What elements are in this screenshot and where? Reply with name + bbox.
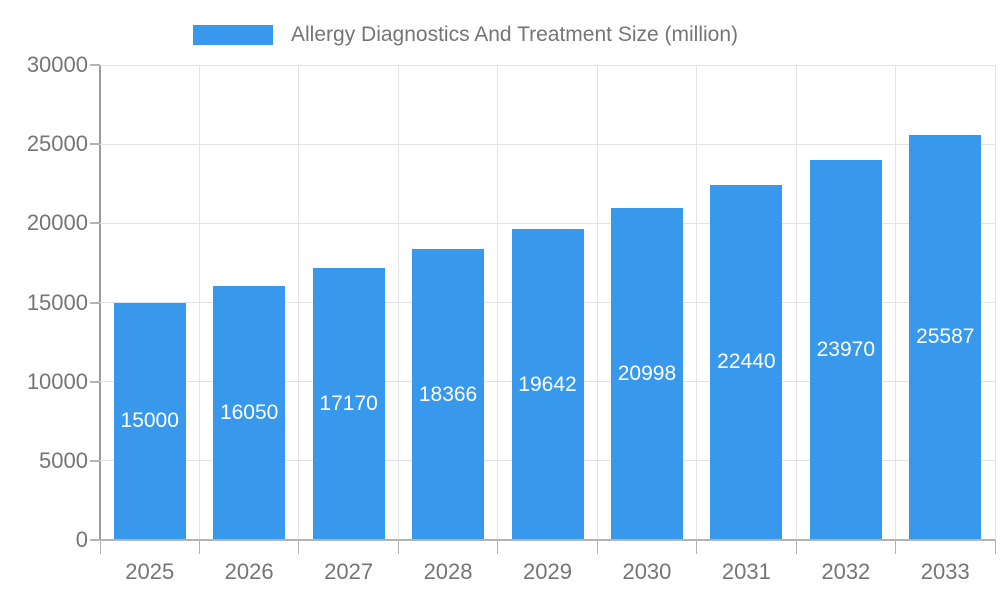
bar-value-label: 25587 <box>916 325 975 349</box>
bar-value-label: 20998 <box>617 361 677 385</box>
y-axis-tick-label: 15000 <box>26 289 88 315</box>
bar-value-label: 15000 <box>120 409 179 433</box>
bar-value-label: 17170 <box>319 392 378 416</box>
x-axis-tick-label: 2026 <box>224 559 274 584</box>
v-gridline <box>198 65 200 540</box>
legend-swatch-icon <box>193 25 273 45</box>
h-gridline <box>100 222 995 224</box>
h-gridline <box>100 143 995 145</box>
x-axis-tick <box>497 540 499 554</box>
x-axis-tick <box>198 540 200 554</box>
bar-2033[interactable]: 25587 <box>909 134 982 540</box>
x-axis-tick-label: 2025 <box>125 559 175 584</box>
x-axis-tick <box>596 540 598 554</box>
v-gridline <box>696 65 698 540</box>
y-axis-tick <box>90 539 100 541</box>
x-axis-tick <box>99 540 101 554</box>
bar-2025[interactable]: 15000 <box>113 302 186 540</box>
bar-value-label: 19642 <box>518 372 577 396</box>
x-axis-tick <box>994 540 996 554</box>
v-gridline <box>397 65 399 540</box>
y-axis-tick-label: 30000 <box>26 52 88 77</box>
y-axis-tick-label: 0 <box>75 527 88 552</box>
chart-legend[interactable]: Allergy Diagnostics And Treatment Size (… <box>193 23 738 47</box>
legend-label: Allergy Diagnostics And Treatment Size (… <box>291 23 739 46</box>
bar-value-label: 23970 <box>816 338 876 362</box>
x-axis-tick-label: 2028 <box>423 559 473 584</box>
x-axis-tick-label: 2027 <box>324 559 374 584</box>
bar-2032[interactable]: 23970 <box>809 160 882 540</box>
v-gridline <box>994 65 996 540</box>
v-gridline <box>497 65 499 540</box>
bar-value-label: 22440 <box>717 350 776 374</box>
plot-area: 15000 16050 17170 18366 19642 20998 22440 23970… <box>100 64 996 540</box>
x-axis-tick-label: 2031 <box>721 559 771 584</box>
h-gridline <box>100 64 995 66</box>
y-axis-tick <box>90 64 100 66</box>
v-gridline <box>895 65 897 540</box>
bar-value-label: 18366 <box>418 382 478 406</box>
y-axis-tick <box>90 301 100 304</box>
bar-value-label: 16050 <box>219 400 279 424</box>
y-axis-tick-label: 5000 <box>39 447 88 473</box>
x-axis-tick-label: 2030 <box>622 559 672 584</box>
x-axis-tick <box>397 540 399 554</box>
bar-2031[interactable]: 22440 <box>710 184 783 540</box>
v-gridline <box>298 65 300 540</box>
y-axis-tick <box>90 459 100 462</box>
y-axis-tick-label: 25000 <box>26 131 88 157</box>
x-axis-tick-label: 2029 <box>523 559 572 584</box>
y-axis-tick <box>90 222 100 225</box>
x-axis-tick <box>895 540 897 554</box>
bar-2029[interactable]: 19642 <box>511 229 584 540</box>
x-axis-tick-label: 2032 <box>821 559 871 584</box>
y-axis-tick-label: 20000 <box>26 210 88 236</box>
bar-2027[interactable]: 17170 <box>312 268 385 540</box>
bar-2026[interactable]: 16050 <box>213 285 286 540</box>
x-axis-tick <box>795 540 797 554</box>
v-gridline <box>596 65 598 540</box>
x-axis-tick <box>696 540 698 554</box>
bar-2028[interactable]: 18366 <box>412 249 485 540</box>
y-axis-tick <box>90 143 100 146</box>
v-gridline <box>795 65 797 540</box>
bar-2030[interactable]: 20998 <box>610 207 683 540</box>
x-axis-line <box>90 539 995 541</box>
y-axis-tick-label: 10000 <box>26 368 88 394</box>
x-axis-tick-label: 2033 <box>920 559 970 584</box>
y-axis-tick <box>90 380 100 383</box>
x-axis-tick <box>298 540 300 554</box>
